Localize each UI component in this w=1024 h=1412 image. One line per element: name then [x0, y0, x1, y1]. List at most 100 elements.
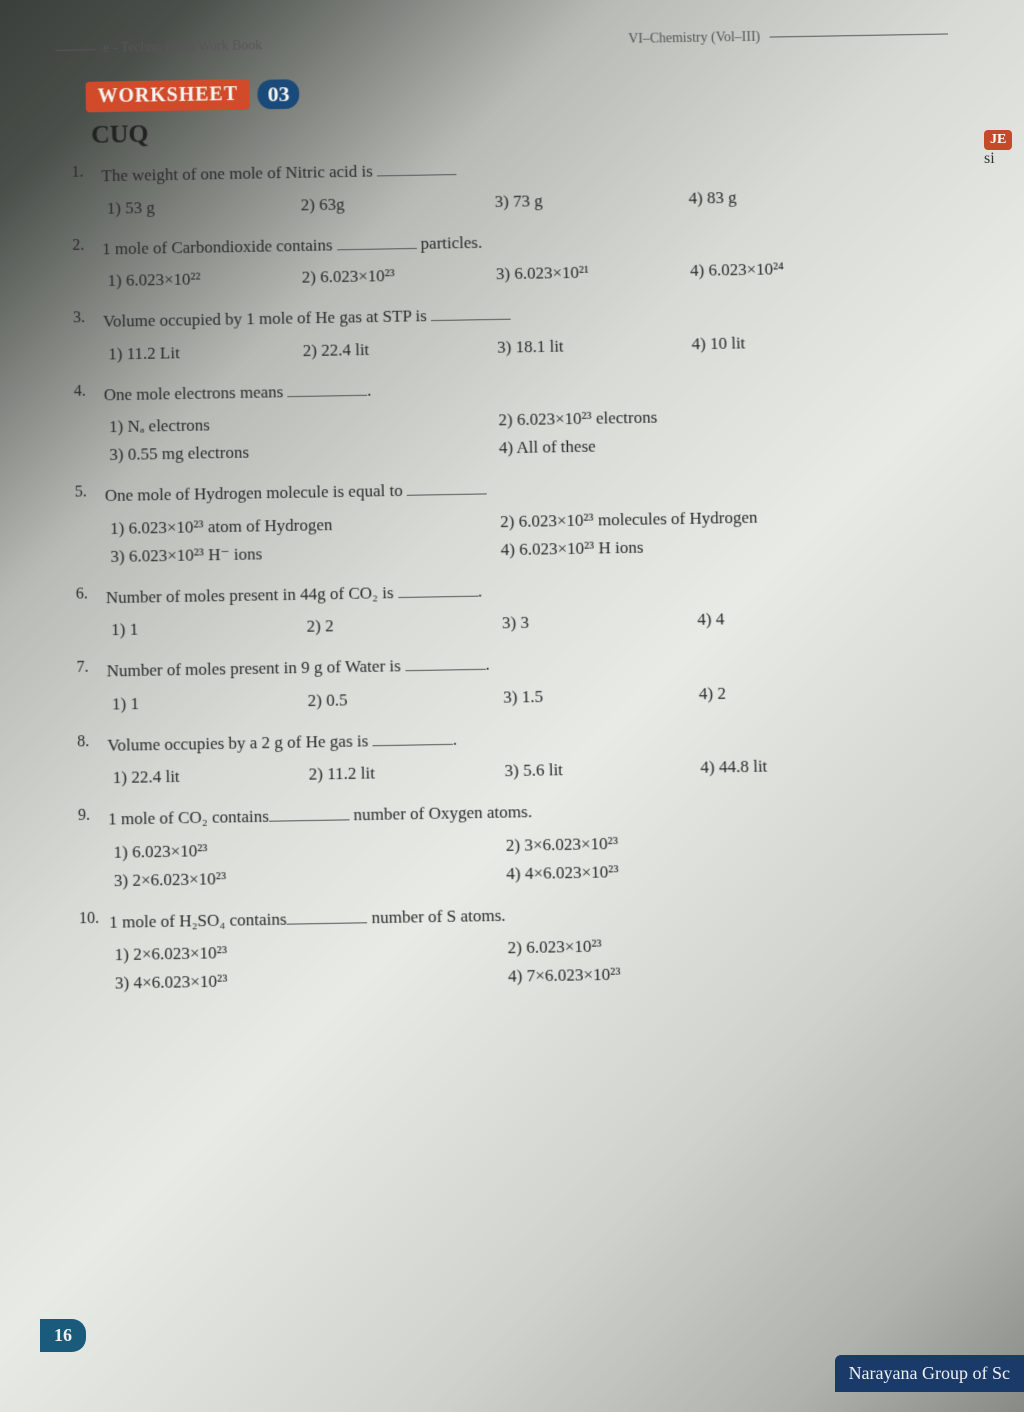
- question-number: 6.: [76, 585, 88, 603]
- question-text-pre: 1 mole of H₂SO₄ contains: [109, 909, 287, 931]
- option[interactable]: 3) 6.023×10²¹: [496, 257, 691, 288]
- options-row: 1) 2×6.023×10²³2) 6.023×10²³3) 4×6.023×1…: [114, 926, 972, 998]
- options-row: 1) 6.023×10²³ atom of Hydrogen2) 6.023×1…: [110, 500, 961, 571]
- worksheet-number: 03: [258, 79, 300, 109]
- question-text: One mole of Hydrogen molecule is equal t…: [105, 479, 487, 505]
- section-title: CUQ: [91, 105, 951, 149]
- header: e - Techno Class Work Book VI–Chemistry …: [55, 27, 948, 58]
- question-text-post: .: [478, 581, 483, 600]
- option[interactable]: 3) 18.1 lit: [497, 330, 692, 361]
- option[interactable]: 2) 11.2 lit: [308, 757, 504, 789]
- option[interactable]: 4) 44.8 lit: [700, 750, 896, 782]
- option[interactable]: 3) 3: [502, 606, 698, 638]
- question-text: Number of moles present in 44g of CO₂ is…: [106, 581, 483, 607]
- blank-line: [287, 906, 368, 925]
- question-text-pre: Number of moles present in 9 g of Water …: [107, 656, 406, 680]
- question-text-pre: 1 mole of Carbondioxide contains: [102, 235, 337, 258]
- question-text-pre: Volume occupies by a 2 g of He gas is: [107, 731, 372, 755]
- option[interactable]: 1) 1: [112, 686, 308, 718]
- question-number: 8.: [77, 733, 89, 751]
- question-number: 10.: [79, 909, 99, 928]
- question-number: 7.: [76, 659, 88, 677]
- option[interactable]: 3) 6.023×10²³ H⁻ ions: [110, 536, 501, 571]
- option[interactable]: 4) 4×6.023×10²³: [506, 853, 899, 888]
- question-text-post: number of S atoms.: [367, 905, 506, 927]
- question-text-pre: One mole electrons means: [104, 382, 288, 404]
- option[interactable]: 3) 0.55 mg electrons: [109, 434, 499, 469]
- option[interactable]: 2) 0.5: [307, 683, 503, 715]
- worksheet-label: WORKSHEET: [86, 79, 250, 112]
- question-text: Volume occupied by 1 mole of He gas at S…: [103, 305, 511, 331]
- question-text: Volume occupies by a 2 g of He gas is .: [107, 729, 457, 754]
- option[interactable]: 1) 6.023×10²²: [107, 264, 302, 295]
- option[interactable]: 4) 10 lit: [691, 327, 886, 358]
- blank-line: [269, 803, 350, 822]
- blank-line: [398, 579, 478, 597]
- question-text: 1 mole of CO₂ contains number of Oxygen …: [108, 802, 532, 829]
- option[interactable]: 2) 2: [306, 609, 502, 641]
- option[interactable]: 1) 53 g: [107, 191, 301, 222]
- option[interactable]: 1) 22.4 lit: [113, 760, 309, 792]
- option[interactable]: 4) 83 g: [688, 181, 883, 212]
- side-tab: JE si: [984, 130, 1019, 168]
- question-text-pre: Number of moles present in 44g of CO₂ is: [106, 583, 398, 607]
- question-number: 1.: [72, 164, 84, 182]
- option[interactable]: 2) 63g: [301, 188, 495, 219]
- question-text: 1 mole of Carbondioxide contains particl…: [102, 232, 482, 257]
- subject-label: VI–Chemistry (Vol–III): [628, 30, 760, 47]
- option[interactable]: 4) 4: [697, 602, 893, 634]
- question-text-pre: 1 mole of CO₂ contains: [108, 807, 269, 829]
- book-title: e - Techno Class Work Book: [103, 38, 262, 56]
- question-text-pre: Volume occupied by 1 mole of He gas at S…: [103, 306, 431, 331]
- question-text-pre: The weight of one mole of Nitric acid is: [101, 162, 377, 186]
- question-number: 2.: [72, 236, 84, 254]
- question-number: 5.: [75, 483, 87, 501]
- question-number: 9.: [78, 807, 90, 825]
- option[interactable]: 4) All of these: [499, 428, 889, 463]
- question-text-pre: One mole of Hydrogen molecule is equal t…: [105, 481, 407, 505]
- question-text-post: .: [367, 380, 372, 399]
- page-number: 16: [40, 1319, 86, 1352]
- option[interactable]: 3) 4×6.023×10²³: [115, 962, 509, 997]
- options-row: 1) 6.023×10²³2) 3×6.023×10²³3) 2×6.023×1…: [113, 823, 969, 895]
- page: e - Techno Class Work Book VI–Chemistry …: [55, 27, 972, 999]
- je-badge: JE: [984, 130, 1012, 150]
- blank-line: [377, 158, 457, 176]
- question-text-post: particles.: [416, 232, 482, 252]
- option[interactable]: 2) 6.023×10²³: [302, 260, 497, 291]
- footer-brand: Narayana Group of Sc: [835, 1355, 1024, 1392]
- header-line-decor-right: [770, 34, 948, 38]
- blank-line: [372, 727, 453, 746]
- option[interactable]: 4) 6.023×10²³ H ions: [500, 529, 891, 564]
- blank-line: [337, 232, 417, 250]
- si-text: si: [984, 150, 995, 167]
- option[interactable]: 3) 73 g: [494, 184, 688, 215]
- option[interactable]: 4) 6.023×10²⁴: [690, 254, 885, 285]
- question-text-post: number of Oxygen atoms.: [349, 802, 532, 824]
- blank-line: [405, 653, 485, 671]
- option[interactable]: 3) 2×6.023×10²³: [114, 860, 507, 895]
- header-right: VI–Chemistry (Vol–III): [628, 27, 948, 48]
- question-text: One mole electrons means .: [104, 380, 372, 404]
- option[interactable]: 2) 22.4 lit: [303, 333, 498, 364]
- questions-container: 1. The weight of one mole of Nitric acid …: [57, 149, 972, 999]
- blank-line: [407, 477, 487, 495]
- option[interactable]: 4) 7×6.023×10²³: [508, 955, 902, 990]
- blank-line: [287, 378, 367, 396]
- header-line-decor: [56, 49, 96, 51]
- question-number: 4.: [74, 382, 86, 400]
- option[interactable]: 1) 1: [111, 613, 307, 645]
- blank-line: [431, 303, 511, 321]
- option[interactable]: 1) 11.2 Lit: [108, 337, 303, 368]
- question-text: Number of moles present in 9 g of Water …: [107, 655, 490, 681]
- question-text-post: .: [485, 655, 490, 674]
- option[interactable]: 3) 1.5: [503, 680, 699, 712]
- question-text-post: .: [453, 729, 458, 748]
- question-text: The weight of one mole of Nitric acid is: [101, 160, 456, 185]
- option[interactable]: 4) 2: [699, 676, 895, 708]
- header-left: e - Techno Class Work Book: [55, 38, 262, 57]
- question-text: 1 mole of H₂SO₄ contains number of S ato…: [109, 905, 506, 931]
- question-number: 3.: [73, 309, 85, 327]
- option[interactable]: 3) 5.6 lit: [504, 754, 700, 786]
- options-row: 1) Nₐ electrons2) 6.023×10²³ electrons3)…: [109, 398, 959, 469]
